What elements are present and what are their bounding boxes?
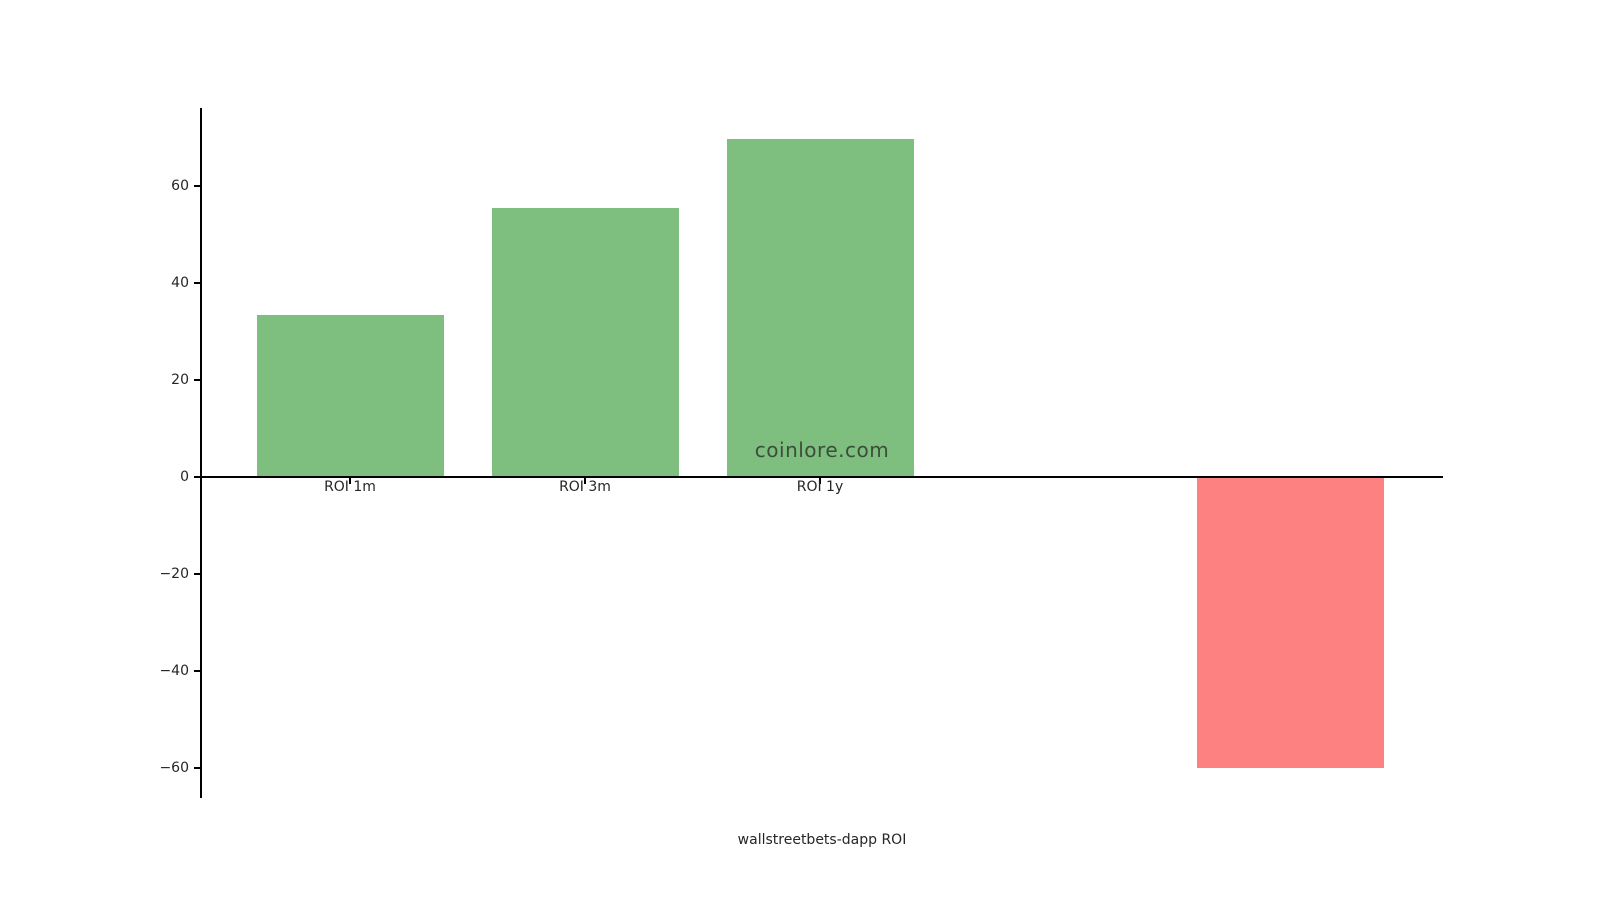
bar-unlabeled (1196, 477, 1384, 768)
y-tick-label: 60 (171, 178, 189, 194)
bar-roi-1m (256, 314, 444, 477)
x-tick-mark (819, 477, 821, 484)
x-tick-label: ROI 1m (324, 479, 376, 495)
bar-roi-1y (726, 138, 914, 477)
bar-roi-3m (491, 207, 679, 477)
y-tick-mark (194, 379, 201, 381)
x-axis-zero-line (200, 476, 1443, 478)
x-tick-mark (349, 477, 351, 484)
y-tick-label: 40 (171, 275, 189, 291)
x-tick-label: ROI 1y (796, 479, 844, 495)
y-tick-mark (194, 573, 201, 575)
y-axis-line (200, 108, 202, 798)
y-tick-mark (194, 476, 201, 478)
y-tick-mark (194, 767, 201, 769)
y-tick-label: 0 (180, 469, 189, 485)
x-tick-label: ROI 3m (559, 479, 611, 495)
y-tick-label: −40 (159, 663, 189, 679)
y-tick-mark (194, 670, 201, 672)
y-tick-label: 20 (171, 372, 189, 388)
x-tick-mark (584, 477, 586, 484)
watermark-text: coinlore.com (754, 438, 890, 462)
y-tick-mark (194, 185, 201, 187)
chart-title: wallstreetbets-dapp ROI (737, 832, 907, 848)
y-tick-mark (194, 282, 201, 284)
y-tick-label: −60 (159, 760, 189, 776)
y-tick-label: −20 (159, 566, 189, 582)
